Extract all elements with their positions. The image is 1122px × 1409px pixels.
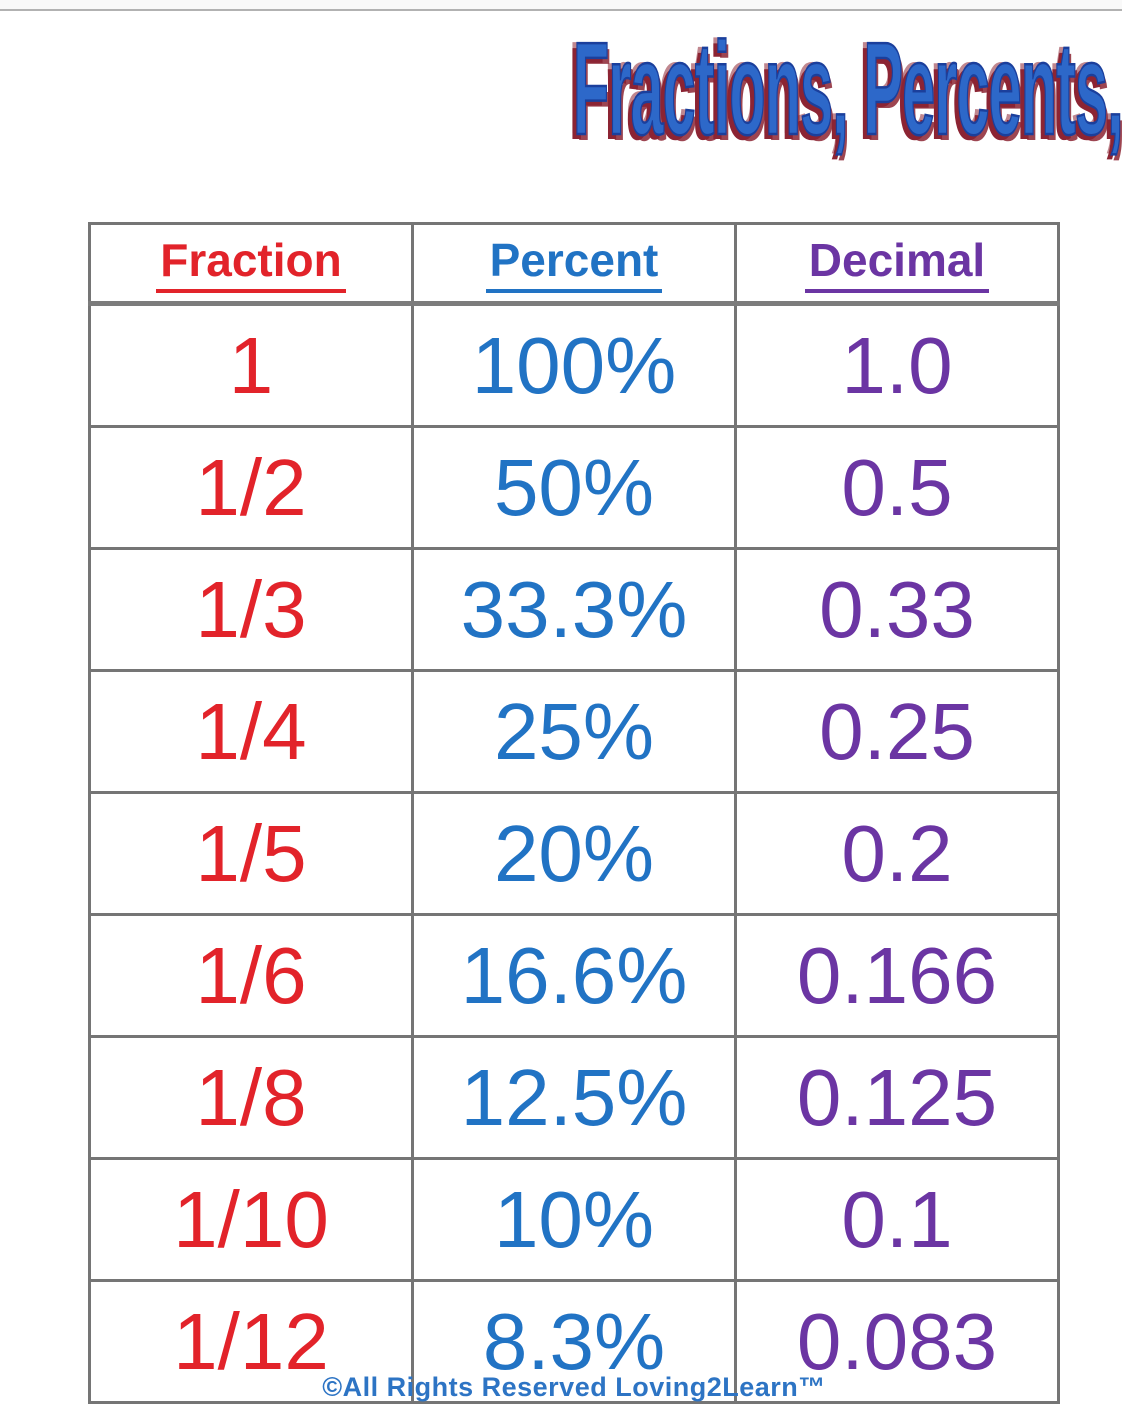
fraction-cell: 1/8: [88, 1035, 414, 1160]
decimal-cell: 0.5: [734, 425, 1060, 550]
fraction-cell: 1/4: [88, 669, 414, 794]
percent-cell: 16.6%: [411, 913, 737, 1038]
decimal-cell: 1.0: [734, 302, 1060, 428]
column-header-percent-label: Percent: [485, 236, 663, 293]
decimal-cell: 0.25: [734, 669, 1060, 794]
table-row: 1/12 8.3% 0.083: [88, 1279, 1060, 1404]
copyright-text: ©All Rights Reserved Loving2Learn™: [322, 1372, 826, 1402]
percent-cell: 100%: [411, 302, 737, 428]
percent-cell: 12.5%: [411, 1035, 737, 1160]
percent-cell: 33.3%: [411, 547, 737, 672]
decimal-cell: 0.1: [734, 1157, 1060, 1282]
table-row: 1/4 25% 0.25: [88, 669, 1060, 794]
title-container: Fractions, Percents, and Decimals: [0, 15, 1122, 162]
percent-cell: 8.3%: [411, 1279, 737, 1404]
table-row: 1/2 50% 0.5: [88, 425, 1060, 550]
column-header-fraction: Fraction: [88, 222, 414, 306]
decimal-cell: 0.166: [734, 913, 1060, 1038]
fraction-cell: 1/12: [88, 1279, 414, 1404]
decimal-cell: 0.125: [734, 1035, 1060, 1160]
page-top-edge-strip: [0, 0, 1122, 11]
fraction-cell: 1/3: [88, 547, 414, 672]
fraction-cell: 1/5: [88, 791, 414, 916]
table-row: 1/10 10% 0.1: [88, 1157, 1060, 1282]
table-row: 1/5 20% 0.2: [88, 791, 1060, 916]
table-row: 1/8 12.5% 0.125: [88, 1035, 1060, 1160]
column-header-decimal-label: Decimal: [804, 236, 990, 293]
fraction-cell: 1/6: [88, 913, 414, 1038]
decimal-cell: 0.2: [734, 791, 1060, 916]
percent-cell: 50%: [411, 425, 737, 550]
column-header-fraction-label: Fraction: [156, 236, 346, 293]
percent-cell: 25%: [411, 669, 737, 794]
percent-cell: 20%: [411, 791, 737, 916]
table-row: 1/6 16.6% 0.166: [88, 913, 1060, 1038]
header-row: Fraction Percent Decimal: [88, 222, 1060, 306]
column-header-percent: Percent: [411, 222, 737, 306]
fraction-cell: 1/10: [88, 1157, 414, 1282]
fraction-cell: 1: [88, 302, 414, 428]
page-title: Fractions, Percents, and Decimals: [572, 15, 1122, 162]
decimal-cell: 0.33: [734, 547, 1060, 672]
fraction-cell: 1/2: [88, 425, 414, 550]
table-row: 1/3 33.3% 0.33: [88, 547, 1060, 672]
conversion-table: Fraction Percent Decimal 1 100% 1.0 1/2 …: [88, 222, 1060, 1404]
percent-cell: 10%: [411, 1157, 737, 1282]
column-header-decimal: Decimal: [734, 222, 1060, 306]
table-row: 1 100% 1.0: [88, 302, 1060, 428]
decimal-cell: 0.083: [734, 1279, 1060, 1404]
